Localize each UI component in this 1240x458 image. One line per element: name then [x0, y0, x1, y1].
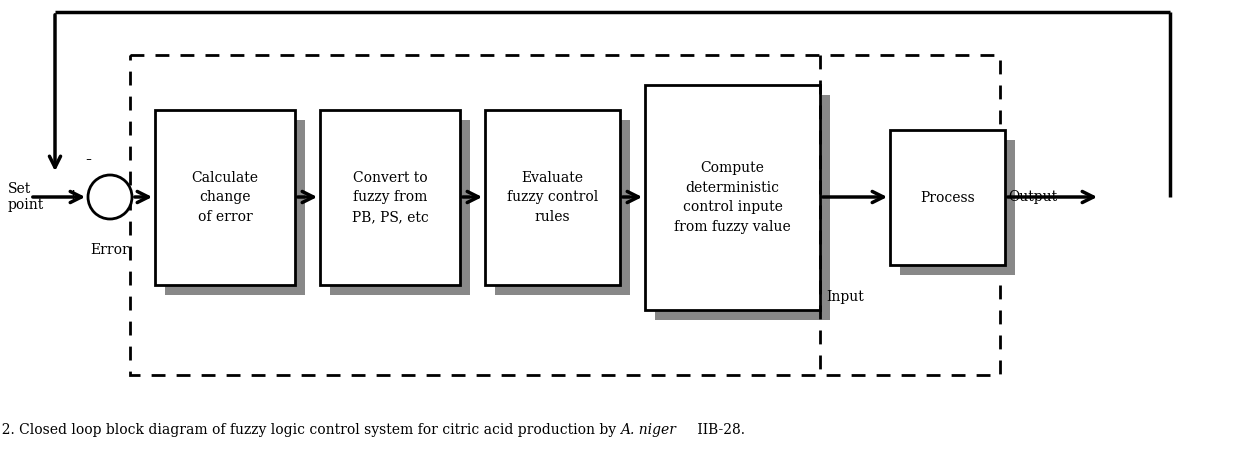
Text: Error: Error: [91, 243, 129, 257]
Text: Process: Process: [920, 191, 975, 205]
Text: -: -: [86, 151, 91, 169]
Text: Convert to
fuzzy from
PB, PS, etc: Convert to fuzzy from PB, PS, etc: [352, 171, 428, 224]
Text: Compute
deterministic
control inpute
from fuzzy value: Compute deterministic control inpute fro…: [675, 161, 791, 234]
Bar: [320, 110, 460, 285]
Bar: [655, 95, 830, 320]
Text: Output: Output: [1008, 190, 1058, 204]
Text: Set
point: Set point: [7, 182, 45, 212]
Text: +: +: [66, 188, 81, 206]
Bar: [330, 120, 470, 295]
Text: IIB-28.: IIB-28.: [693, 423, 744, 437]
Bar: [165, 120, 305, 295]
Bar: [900, 140, 1016, 275]
Bar: [890, 130, 1004, 265]
Bar: [645, 85, 820, 310]
Bar: [130, 55, 999, 375]
Text: Evaluate
fuzzy control
rules: Evaluate fuzzy control rules: [507, 171, 598, 224]
Text: Fig. 2. Closed loop block diagram of fuzzy logic control system for citric acid : Fig. 2. Closed loop block diagram of fuz…: [0, 423, 620, 437]
Text: Input: Input: [826, 290, 864, 304]
Bar: [485, 110, 620, 285]
Bar: [495, 120, 630, 295]
Text: A. niger: A. niger: [620, 423, 676, 437]
Bar: [155, 110, 295, 285]
Text: Calculate
change
of error: Calculate change of error: [191, 171, 258, 224]
Circle shape: [88, 175, 131, 219]
